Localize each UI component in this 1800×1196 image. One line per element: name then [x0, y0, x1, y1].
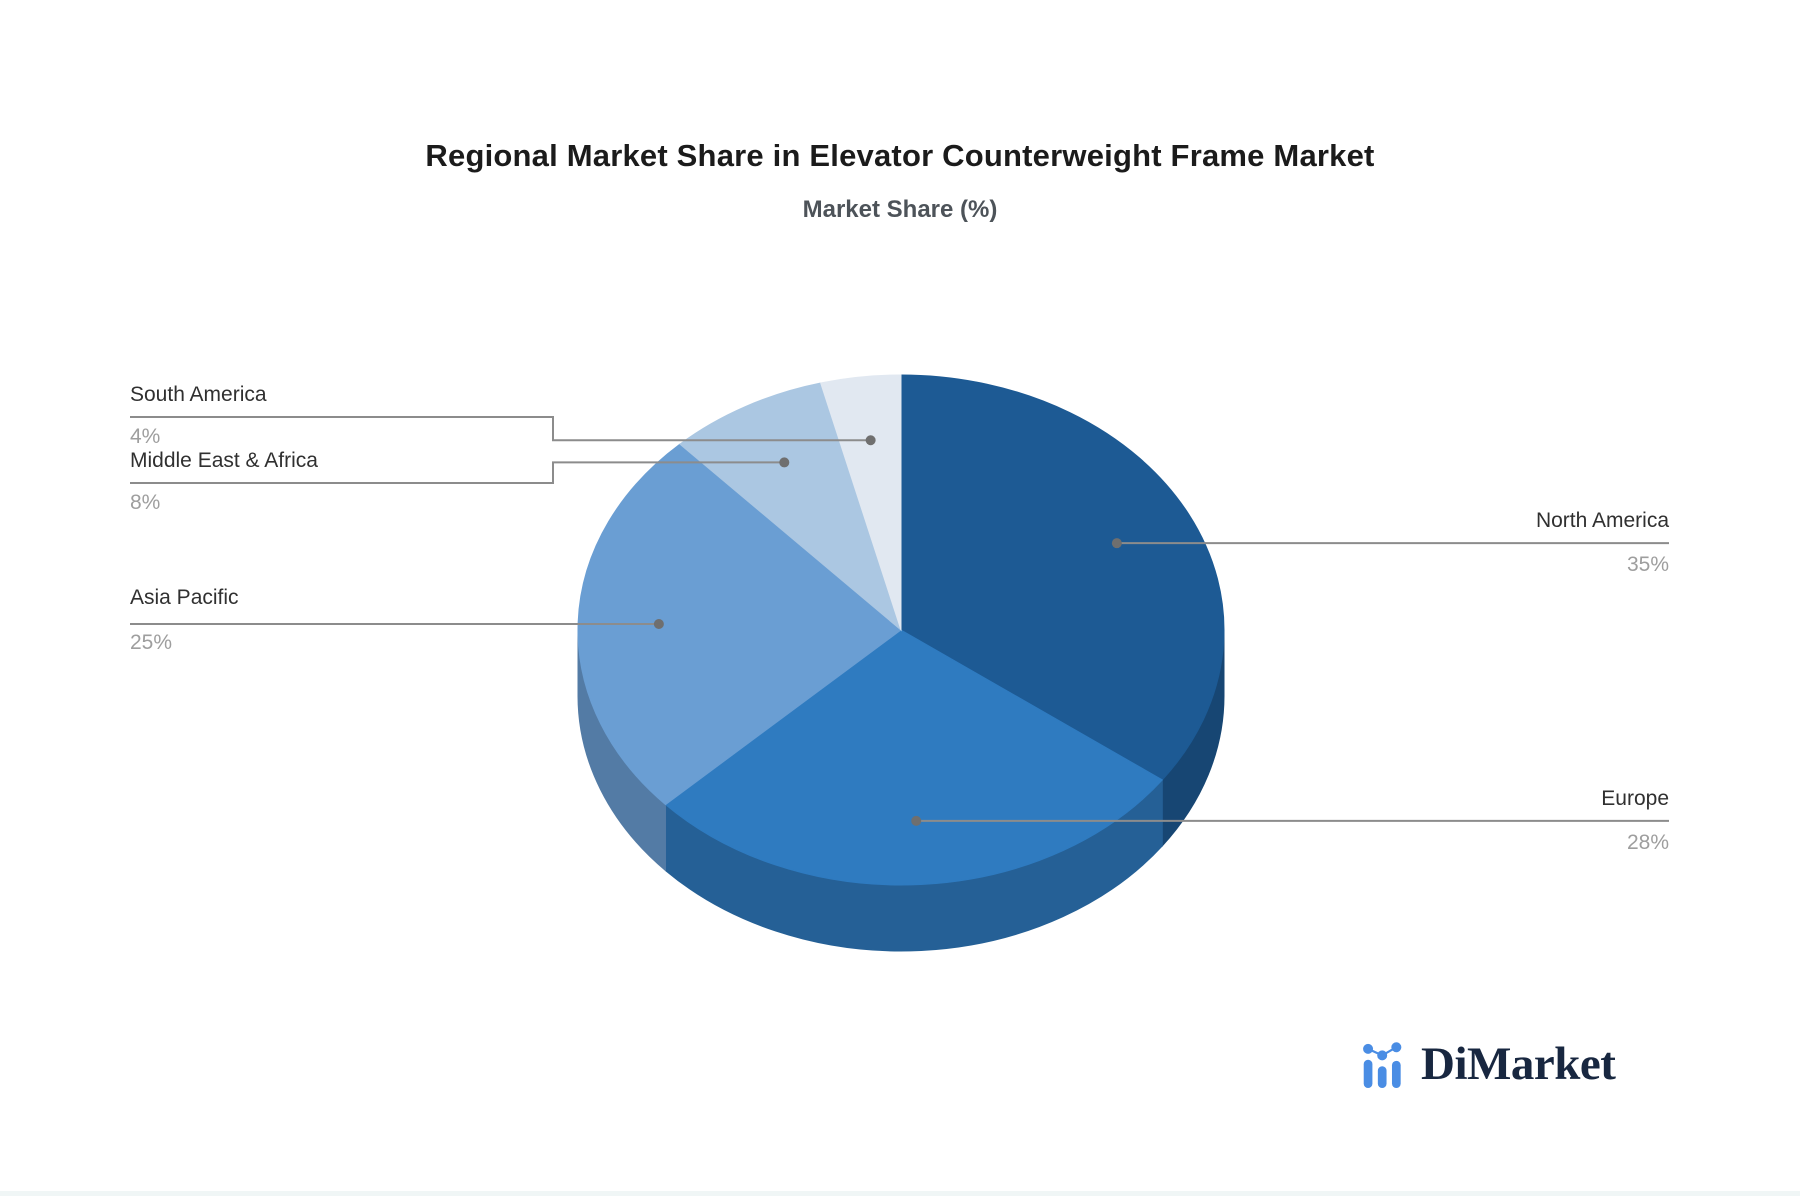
label-south-america: South America: [130, 383, 267, 406]
leader-dot-asia-pacific: [653, 618, 664, 629]
label-asia-pacific: Asia Pacific: [130, 586, 239, 609]
leader-line-middle-east-africa: [130, 461, 785, 484]
pie-slice-south-america[interactable]: [820, 374, 902, 631]
logo-text: DiMarket: [1421, 1038, 1616, 1090]
leader-dot-europe: [911, 815, 922, 826]
leader-line-south-america: [130, 416, 871, 442]
pie-slice-asia-pacific[interactable]: [577, 443, 902, 806]
value-south-america: 4%: [130, 425, 161, 448]
value-north-america: 35%: [1626, 553, 1669, 576]
leader-dot-middle-east-africa: [779, 457, 790, 468]
value-middle-east-africa: 8%: [130, 491, 161, 514]
leader-dot-north-america: [1111, 538, 1122, 549]
bottom-strip: [0, 1191, 1800, 1196]
label-north-america: North America: [1535, 509, 1669, 532]
dimarket-logo: DiMarket: [1362, 1038, 1616, 1090]
chart-title: Regional Market Share in Elevator Counte…: [425, 138, 1375, 173]
leader-dot-south-america: [865, 435, 876, 446]
value-asia-pacific: 25%: [130, 631, 173, 654]
bar-line-chart-logo-icon: [1363, 1042, 1402, 1088]
pie-slice-north-america[interactable]: [900, 374, 1225, 781]
label-europe: Europe: [1601, 787, 1669, 810]
label-middle-east-africa: Middle East & Africa: [130, 449, 318, 472]
value-europe: 28%: [1626, 831, 1669, 854]
chart-subtitle: Market Share (%): [802, 196, 998, 223]
